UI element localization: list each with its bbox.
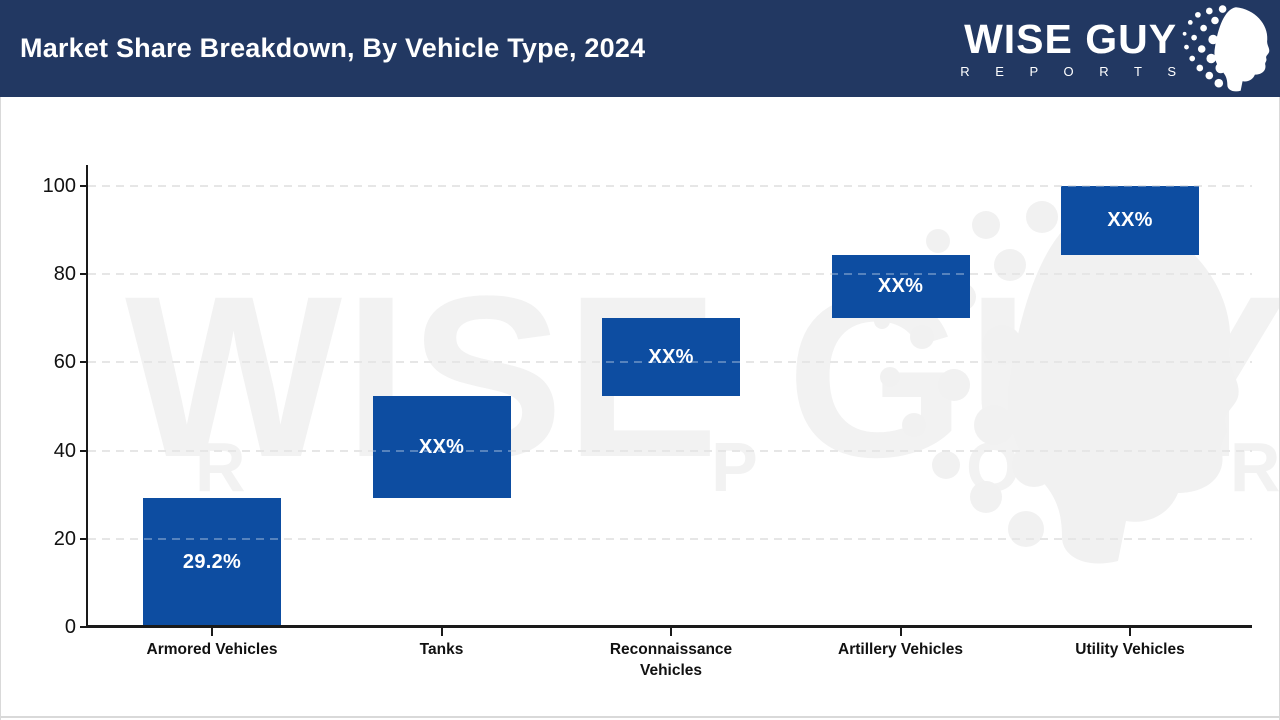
y-axis-line: [86, 165, 88, 628]
x-tick-mark: [440, 628, 443, 636]
logo-wordmark: WISE GUY: [964, 16, 1178, 62]
watermark-subtext: R E P O R T S: [195, 428, 1280, 506]
y-tick-mark: [80, 449, 87, 452]
x-tick-mark: [1129, 628, 1131, 636]
page-title: Market Share Breakdown, By Vehicle Type,…: [20, 33, 646, 63]
y-tick-label: 60: [53, 351, 76, 374]
x-category-label: Armored Vehicles: [146, 641, 278, 658]
logo-text: WISE GUY R E P O R T S: [954, 16, 1187, 80]
gridline-overlay: [88, 361, 1252, 364]
wiseguy-logo: WISE GUY R E P O R T S: [954, 5, 1272, 93]
bar-tanks: XX%: [372, 395, 511, 499]
y-tick-label: 40: [53, 439, 76, 462]
x-category-label: Artillery Vehicles: [838, 641, 963, 658]
bar-value-label: 29.2%: [182, 551, 242, 574]
x-tick-mark: [211, 628, 213, 636]
page-border-left: [0, 97, 1, 720]
bar-artillery-vehicles: XX%: [831, 255, 970, 319]
gridline-overlay: [88, 185, 1252, 187]
y-tick-mark: [80, 273, 87, 276]
bar-value-label: XX%: [1107, 209, 1153, 232]
y-tick-label: 100: [42, 175, 76, 197]
bar-value-label: XX%: [648, 345, 694, 368]
y-tick-mark: [80, 185, 87, 187]
gridline-overlay: [88, 537, 1252, 540]
gridline: [88, 273, 1252, 276]
gridline: [88, 537, 1252, 540]
x-tick-mark: [899, 628, 902, 636]
y-tick-mark: [80, 361, 87, 364]
bar-value-label: XX%: [418, 435, 465, 458]
y-tick-mark: [80, 537, 87, 540]
x-axis-line: [86, 625, 1252, 628]
x-category-label: Reconnaissance Vehicles: [609, 641, 733, 679]
gridline: [88, 449, 1252, 452]
y-tick-mark: [80, 626, 87, 628]
x-category-label: Utility Vehicles: [1075, 641, 1185, 658]
page-border-bottom: [0, 716, 1280, 718]
bar-reconnaissance-vehicles: XX%: [602, 318, 740, 396]
header: Market Share Breakdown, By Vehicle Type,…: [0, 0, 1280, 97]
logo-subtext: R E P O R T S: [960, 64, 1187, 79]
gridline-overlay: [88, 449, 1252, 452]
gridline-overlay: [88, 273, 1252, 276]
x-tick-mark: [670, 628, 672, 636]
x-category-label: Tanks: [419, 641, 464, 658]
y-tick-label: 0: [64, 616, 76, 638]
wiseguy-logo-head-icon: [1182, 5, 1270, 92]
bar-value-label: XX%: [877, 275, 924, 298]
bar-armored-vehicles: 29.2%: [143, 498, 281, 627]
bar-utility-vehicles: XX%: [1061, 186, 1199, 256]
gridline: [88, 185, 1252, 187]
y-tick-label: 20: [53, 527, 76, 550]
y-tick-label: 80: [53, 263, 76, 286]
